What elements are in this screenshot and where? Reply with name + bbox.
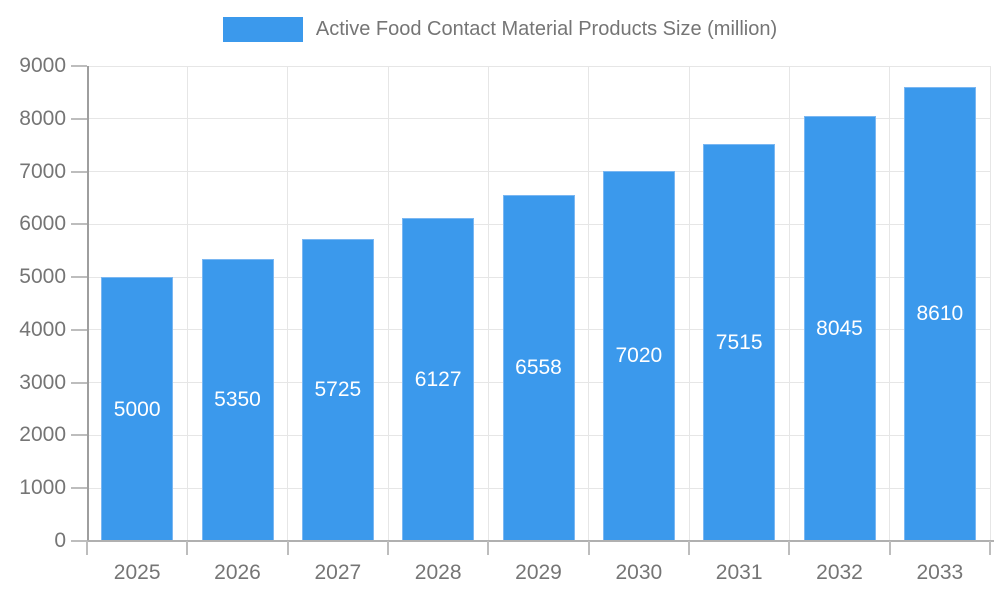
horizontal-gridline <box>87 65 990 67</box>
bar-value-label: 5725 <box>314 378 362 402</box>
horizontal-gridline <box>87 118 990 120</box>
x-axis-tick-label: 2032 <box>816 561 863 584</box>
x-axis-tick-label: 2029 <box>515 561 562 584</box>
y-axis-tick <box>71 434 87 437</box>
bar-2028[interactable]: 6127 <box>402 217 475 541</box>
legend-label: Active Food Contact Material Products Si… <box>315 18 778 40</box>
bar-2026[interactable]: 5350 <box>201 258 274 541</box>
y-axis-tick-label: 9000 <box>19 54 66 77</box>
x-axis-tick <box>888 541 891 555</box>
legend-swatch <box>222 17 303 42</box>
x-axis-tick <box>286 541 289 555</box>
vertical-gridline <box>688 66 690 541</box>
vertical-gridline <box>287 66 289 541</box>
y-axis-tick-label: 3000 <box>19 370 66 394</box>
y-axis-tick <box>71 223 87 226</box>
x-axis-line <box>87 540 994 542</box>
x-axis-tick <box>186 541 189 555</box>
y-axis-tick <box>71 65 87 67</box>
horizontal-gridline <box>87 171 990 173</box>
bar-2029[interactable]: 6558 <box>502 194 575 541</box>
x-axis-tick-label: 2031 <box>715 561 763 584</box>
x-axis-tick-label: 2030 <box>615 561 663 584</box>
x-axis-tick <box>587 541 590 555</box>
bar-2030[interactable]: 7020 <box>602 170 675 541</box>
y-axis-tick-label: 4000 <box>19 317 66 341</box>
bar-2031[interactable]: 7515 <box>703 144 776 541</box>
x-axis-tick-label: 2033 <box>916 561 964 584</box>
x-axis-tick <box>487 541 490 555</box>
bar-value-label: 5000 <box>113 397 161 421</box>
bar-2027[interactable]: 5725 <box>301 238 374 541</box>
x-axis-tick <box>688 541 690 555</box>
x-axis-tick-label: 2025 <box>113 561 161 584</box>
x-axis-tick <box>788 541 791 555</box>
bar-value-label: 8045 <box>816 317 863 341</box>
vertical-gridline <box>588 66 590 541</box>
vertical-gridline <box>788 66 790 541</box>
y-axis-tick-label: 2000 <box>19 423 66 447</box>
y-axis-tick <box>71 381 87 384</box>
bar-value-label: 6127 <box>414 367 462 391</box>
y-axis-tick-label: 1000 <box>19 476 66 500</box>
vertical-gridline <box>889 66 891 541</box>
y-axis-tick <box>71 487 87 490</box>
vertical-gridline <box>487 66 489 541</box>
x-axis-tick <box>989 541 991 555</box>
bar-value-label: 7515 <box>715 331 763 355</box>
bar-2032[interactable]: 8045 <box>803 116 876 541</box>
y-axis-line <box>87 66 89 541</box>
y-axis-tick <box>71 170 87 173</box>
y-axis-tick <box>71 540 87 542</box>
plot-area: 5000 5350 5725 6127 6558 7020 7515 8045 8610 <box>87 65 994 542</box>
x-axis-tick-label: 2026 <box>214 561 261 584</box>
bar-value-label: 8610 <box>916 302 964 326</box>
bar-2033[interactable]: 8610 <box>903 86 976 541</box>
x-axis-tick-label: 2028 <box>414 561 462 584</box>
bar-value-label: 6558 <box>515 356 562 380</box>
y-axis-tick <box>71 328 87 331</box>
vertical-gridline <box>186 66 188 541</box>
bar-value-label: 5350 <box>214 388 261 412</box>
x-axis-tick <box>387 541 389 555</box>
vertical-gridline <box>387 66 389 541</box>
x-axis-tick-label: 2027 <box>314 561 362 584</box>
y-axis-tick-label: 5000 <box>19 265 66 289</box>
y-axis-tick-label: 7000 <box>19 159 66 183</box>
y-axis-tick-label: 0 <box>54 529 66 552</box>
legend[interactable]: Active Food Contact Material Products Si… <box>0 17 1000 42</box>
vertical-gridline <box>989 66 991 541</box>
y-axis-tick-label: 8000 <box>19 106 66 130</box>
y-axis-tick <box>71 117 87 120</box>
x-axis-tick <box>86 541 88 555</box>
y-axis-tick <box>71 276 87 279</box>
bar-2025[interactable]: 5000 <box>101 277 174 541</box>
y-axis-tick-label: 6000 <box>19 212 66 236</box>
bar-value-label: 7020 <box>615 344 663 368</box>
